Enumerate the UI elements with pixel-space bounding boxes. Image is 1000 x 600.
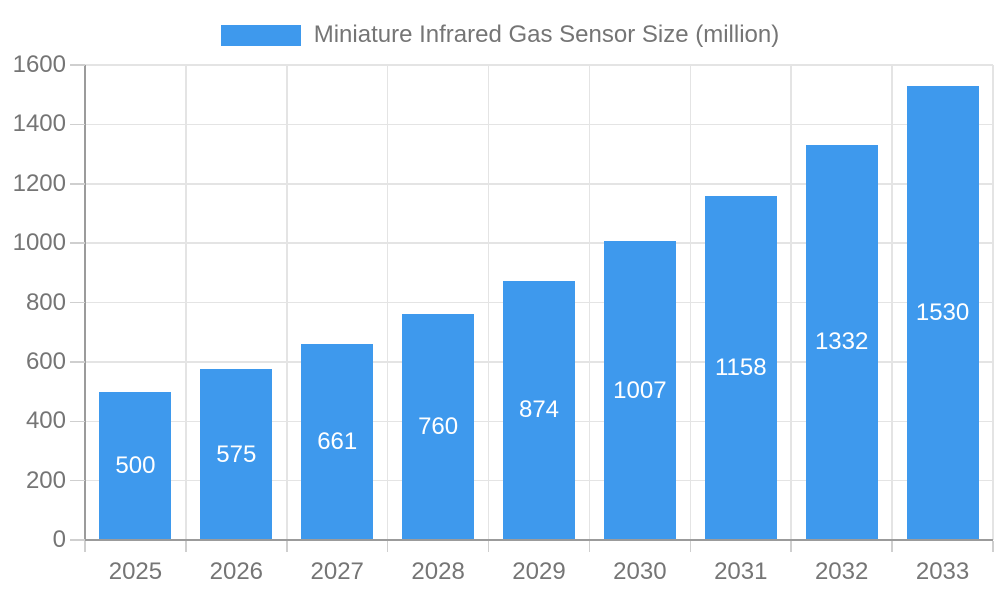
gridline-x-9	[992, 65, 994, 540]
y-tick-600	[70, 361, 85, 363]
y-tick-1200	[70, 183, 85, 185]
bar-2027[interactable]: 661	[301, 343, 374, 540]
x-axis-label-2025: 2025	[108, 558, 163, 585]
y-axis-label-1600: 1600	[12, 51, 66, 78]
gridline-x-2	[286, 65, 288, 540]
y-axis-label-400: 400	[25, 407, 66, 435]
gridline-x-1	[185, 65, 187, 540]
x-tick-9	[992, 541, 994, 552]
gridline-x-6	[689, 65, 692, 540]
y-tick-1600	[70, 64, 85, 66]
bar-value-2028: 760	[418, 413, 459, 441]
bar-2025[interactable]: 500	[99, 391, 172, 540]
y-tick-1400	[70, 123, 85, 126]
bar-value-2029: 874	[518, 396, 560, 424]
y-axis-label-200: 200	[25, 466, 66, 494]
x-axis-label-2031: 2031	[714, 558, 768, 585]
gridline-y-1400	[85, 123, 993, 126]
bar-2030[interactable]: 1007	[603, 241, 676, 540]
y-axis-line	[84, 65, 86, 552]
y-tick-0	[70, 539, 85, 541]
y-axis-label-1000: 1000	[12, 229, 66, 257]
bar-2032[interactable]: 1332	[805, 144, 878, 540]
bar-value-2025: 500	[115, 451, 156, 479]
x-axis-label-2026: 2026	[209, 558, 264, 585]
x-axis-label-2027: 2027	[310, 558, 364, 585]
bar-value-2032: 1332	[814, 328, 869, 356]
y-axis-label-800: 800	[25, 288, 66, 316]
gridline-x-4	[487, 65, 490, 540]
x-axis-label-2028: 2028	[411, 558, 465, 585]
x-tick-0	[84, 541, 86, 552]
x-tick-1	[185, 541, 187, 552]
bar-value-2031: 1158	[714, 354, 767, 382]
gridline-y-1200	[85, 183, 993, 185]
x-axis-label-2032: 2032	[814, 558, 869, 585]
bar-2031[interactable]: 1158	[704, 196, 777, 540]
x-axis-label-2033: 2033	[915, 558, 970, 585]
legend-label: Miniature Infrared Gas Sensor Size (mill…	[313, 21, 780, 48]
y-axis-label-1400: 1400	[12, 110, 66, 138]
x-tick-3	[386, 541, 389, 552]
x-axis-label-2030: 2030	[613, 558, 667, 585]
gridline-x-5	[588, 65, 591, 540]
bar-2028[interactable]: 760	[402, 314, 475, 540]
x-tick-5	[588, 541, 591, 552]
y-axis-label-1200: 1200	[12, 169, 66, 197]
bar-value-2026: 575	[216, 440, 257, 468]
bar-value-2030: 1007	[613, 376, 667, 404]
bar-2026[interactable]: 575	[200, 369, 273, 540]
y-tick-400	[70, 420, 85, 422]
x-tick-2	[286, 541, 288, 552]
bar-2029[interactable]: 874	[503, 280, 575, 540]
plot-area: 500 575 661 760 874 1007 1158 1332 1530	[85, 64, 994, 540]
y-tick-200	[70, 479, 85, 482]
y-tick-1000	[70, 242, 85, 244]
x-tick-7	[790, 541, 792, 552]
x-tick-8	[891, 541, 893, 552]
y-axis-label-600: 600	[25, 347, 66, 375]
x-tick-6	[689, 541, 692, 552]
x-axis-label-2029: 2029	[512, 558, 566, 585]
chart-legend[interactable]: Miniature Infrared Gas Sensor Size (mill…	[0, 21, 1000, 49]
bar-value-2033: 1530	[915, 298, 970, 326]
legend-swatch	[220, 24, 301, 46]
gridline-x-8	[891, 65, 893, 540]
x-tick-4	[487, 541, 490, 552]
gridline-y-1600	[85, 64, 993, 66]
y-axis-label-0: 0	[52, 526, 66, 553]
bar-value-2027: 661	[317, 427, 358, 455]
gridline-x-7	[790, 65, 792, 540]
gridline-x-3	[386, 65, 389, 540]
gridline-y-1000	[85, 242, 993, 244]
bar-2033[interactable]: 1530	[906, 85, 979, 540]
y-tick-800	[70, 301, 85, 304]
x-axis-line	[85, 539, 993, 541]
